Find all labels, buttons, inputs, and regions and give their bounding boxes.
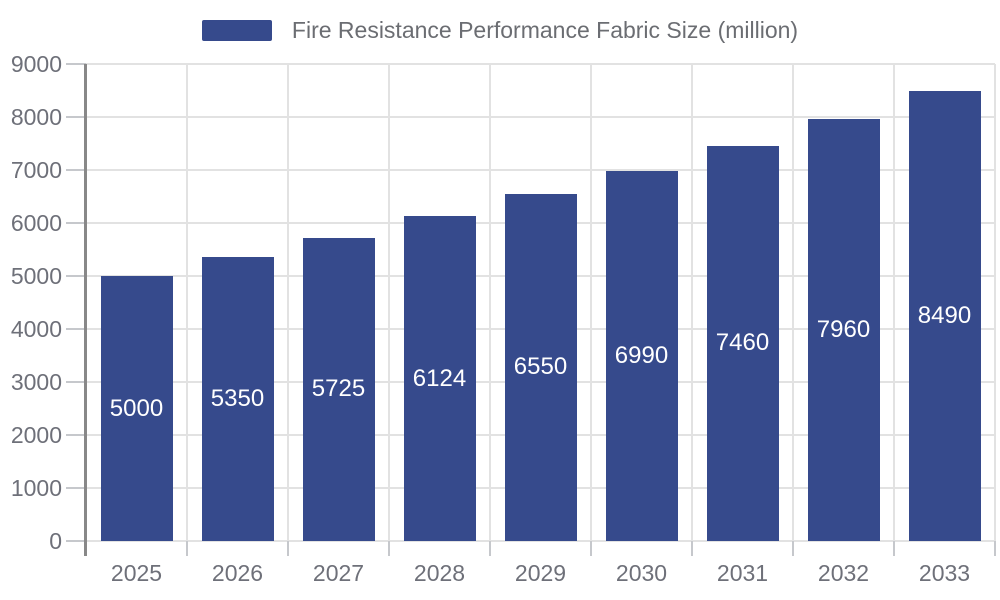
x-gridline: [489, 64, 491, 541]
x-gridline: [893, 64, 895, 541]
bar-value-label: 6550: [513, 353, 568, 381]
bar[interactable]: 5725: [302, 237, 375, 541]
y-gridline: [86, 169, 995, 171]
bar-value-label: 5725: [311, 375, 366, 403]
bar[interactable]: 6124: [403, 216, 476, 541]
bar-value-label: 7960: [816, 316, 871, 344]
bar[interactable]: 6550: [504, 193, 577, 541]
legend: Fire Resistance Performance Fabric Size …: [0, 14, 1000, 46]
x-gridline: [691, 64, 693, 541]
y-axis-label: 4000: [10, 316, 62, 342]
y-axis-tick: [66, 487, 86, 489]
bar-value-label: 5350: [210, 385, 265, 413]
x-axis-label: 2028: [413, 560, 466, 586]
y-axis-line: [84, 64, 87, 556]
bar[interactable]: 8490: [908, 91, 981, 541]
y-axis-tick: [66, 540, 86, 542]
x-axis-tick: [893, 541, 895, 556]
y-gridline: [86, 540, 995, 542]
x-axis-label: 2030: [615, 560, 668, 586]
y-axis-tick: [66, 328, 86, 330]
x-gridline: [388, 64, 390, 541]
y-axis-label: 0: [49, 528, 62, 554]
x-axis-label: 2029: [514, 560, 567, 586]
bar-value-label: 6990: [614, 341, 669, 369]
y-axis-tick: [66, 169, 86, 171]
bar[interactable]: 7960: [807, 119, 880, 541]
y-axis-label: 2000: [10, 422, 62, 448]
x-gridline: [994, 64, 996, 541]
bar[interactable]: 6990: [605, 170, 678, 541]
bar-value-label: 7460: [715, 329, 770, 357]
x-axis-tick: [489, 541, 491, 556]
x-axis-label: 2033: [918, 560, 971, 586]
x-axis-label: 2027: [312, 560, 365, 586]
x-axis-label: 2031: [716, 560, 769, 586]
y-axis-tick: [66, 275, 86, 277]
y-axis-label: 8000: [10, 104, 62, 130]
y-axis-tick: [66, 381, 86, 383]
bar[interactable]: 7460: [706, 145, 779, 541]
y-axis-tick: [66, 63, 86, 65]
y-axis-tick: [66, 434, 86, 436]
bar[interactable]: 5350: [201, 257, 274, 541]
y-gridline: [86, 63, 995, 65]
x-axis-label: 2025: [110, 560, 163, 586]
x-axis-tick: [792, 541, 794, 556]
bar-value-label: 5000: [109, 394, 164, 422]
bar-value-label: 8490: [917, 302, 972, 329]
bar[interactable]: 5000: [100, 276, 173, 541]
y-axis-label: 7000: [10, 157, 62, 183]
x-gridline: [287, 64, 289, 541]
x-axis-tick: [590, 541, 592, 556]
x-axis-tick: [186, 541, 188, 556]
legend-label[interactable]: Fire Resistance Performance Fabric Size …: [291, 17, 799, 43]
x-axis-tick: [691, 541, 693, 556]
x-axis-tick: [388, 541, 390, 556]
bar-value-label: 6124: [412, 364, 467, 392]
y-axis-tick: [66, 116, 86, 118]
y-axis-label: 1000: [10, 475, 62, 501]
x-axis-tick: [287, 541, 289, 556]
x-axis-label: 2032: [817, 560, 870, 586]
y-gridline: [86, 116, 995, 118]
y-axis-label: 9000: [10, 51, 62, 77]
x-gridline: [792, 64, 794, 541]
x-gridline: [590, 64, 592, 541]
y-axis-label: 5000: [10, 263, 62, 289]
y-axis-tick: [66, 222, 86, 224]
legend-swatch[interactable]: [201, 19, 272, 41]
y-axis-label: 6000: [10, 210, 62, 236]
x-axis-tick: [994, 541, 996, 556]
y-axis-label: 3000: [10, 369, 62, 395]
x-gridline: [186, 64, 188, 541]
x-axis-label: 2026: [211, 560, 264, 586]
